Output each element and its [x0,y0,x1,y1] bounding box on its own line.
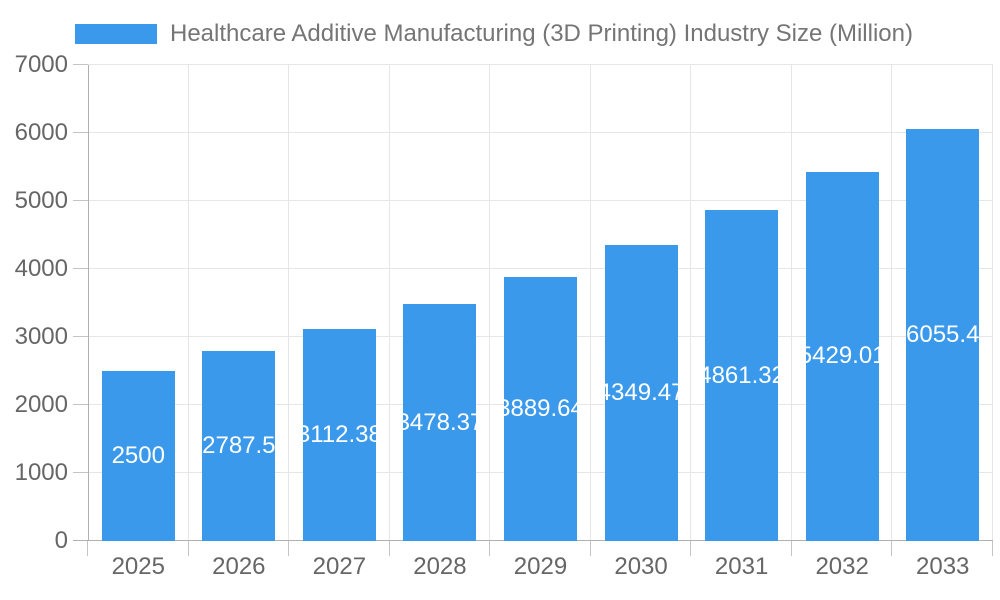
bar[interactable]: 2787.5 [202,351,276,541]
x-axis-tick-label: 2032 [815,553,869,580]
y-axis-tick-mark [73,132,88,133]
y-axis-tick-mark [73,540,88,541]
x-gridline [288,65,290,541]
x-axis-tick-mark [489,541,491,556]
x-axis-tick-label: 2028 [413,553,467,580]
x-axis-tick-label: 2033 [916,553,970,580]
y-axis-tick-label: 7000 [14,51,68,78]
bar[interactable]: 5429.01 [805,171,879,541]
bar-value-label: 3112.38 [302,421,376,449]
x-gridline [790,65,792,541]
y-axis-tick-label: 1000 [14,459,68,486]
y-gridline [88,132,993,133]
y-gridline [88,64,993,65]
bar[interactable]: 3112.38 [302,329,376,541]
y-axis-tick-label: 3000 [14,323,68,350]
bar-value-label: 2787.5 [202,432,276,460]
x-gridline [992,65,993,541]
y-gridline [88,200,993,201]
y-gridline [88,268,993,269]
x-axis-tick-label: 2030 [614,553,668,580]
legend-item[interactable]: Healthcare Additive Manufacturing (3D Pr… [75,14,913,54]
y-axis-tick-label: 4000 [14,255,68,282]
x-axis-tick-mark [891,541,893,556]
y-axis-tick-label: 2000 [14,391,68,418]
x-axis-tick-label: 2031 [714,553,769,580]
x-gridline [489,65,491,541]
x-axis-tick-label: 2029 [513,553,568,580]
y-axis-tick-label: 6000 [14,119,68,146]
bar[interactable]: 3478.37 [403,304,477,541]
x-axis-tick-label: 2027 [312,553,367,580]
x-axis-tick-mark [288,541,290,556]
bar-value-label: 5429.01 [806,342,879,370]
y-axis-line [88,65,89,541]
bar[interactable]: 2500 [101,371,175,541]
x-gridline [187,65,189,541]
x-axis-tick-mark [388,541,390,556]
y-axis-tick-mark [73,268,88,269]
x-axis-tick-label: 2025 [111,553,165,580]
x-axis-tick-mark [992,541,993,556]
bar-value-label: 4349.47 [605,379,678,407]
x-axis-tick-mark [87,541,88,556]
x-gridline [388,65,390,541]
legend-swatch [75,24,157,44]
x-axis-tick-label: 2026 [212,553,266,580]
bar[interactable]: 4349.47 [604,245,678,541]
x-axis-tick-mark [589,541,591,556]
y-axis-tick-mark [73,200,88,201]
bar-value-label: 3478.37 [403,408,476,436]
bar[interactable]: 6055.4 [906,129,980,541]
bar-value-label: 2500 [111,442,165,469]
y-axis-tick-mark [73,404,88,405]
x-axis-tick-mark [690,541,692,556]
x-gridline [589,65,591,541]
x-gridline [690,65,692,541]
y-axis-tick-mark [73,336,88,337]
bar-value-label: 6055.4 [906,321,980,349]
x-gridline [891,65,893,541]
x-axis-tick-mark [187,541,189,556]
legend-label: Healthcare Additive Manufacturing (3D Pr… [170,20,913,47]
y-axis-tick-mark [73,64,88,65]
x-axis-tick-mark [790,541,792,556]
y-axis-tick-label: 0 [54,527,68,554]
y-axis-tick-label: 5000 [14,187,68,214]
y-axis-tick-mark [73,472,88,473]
